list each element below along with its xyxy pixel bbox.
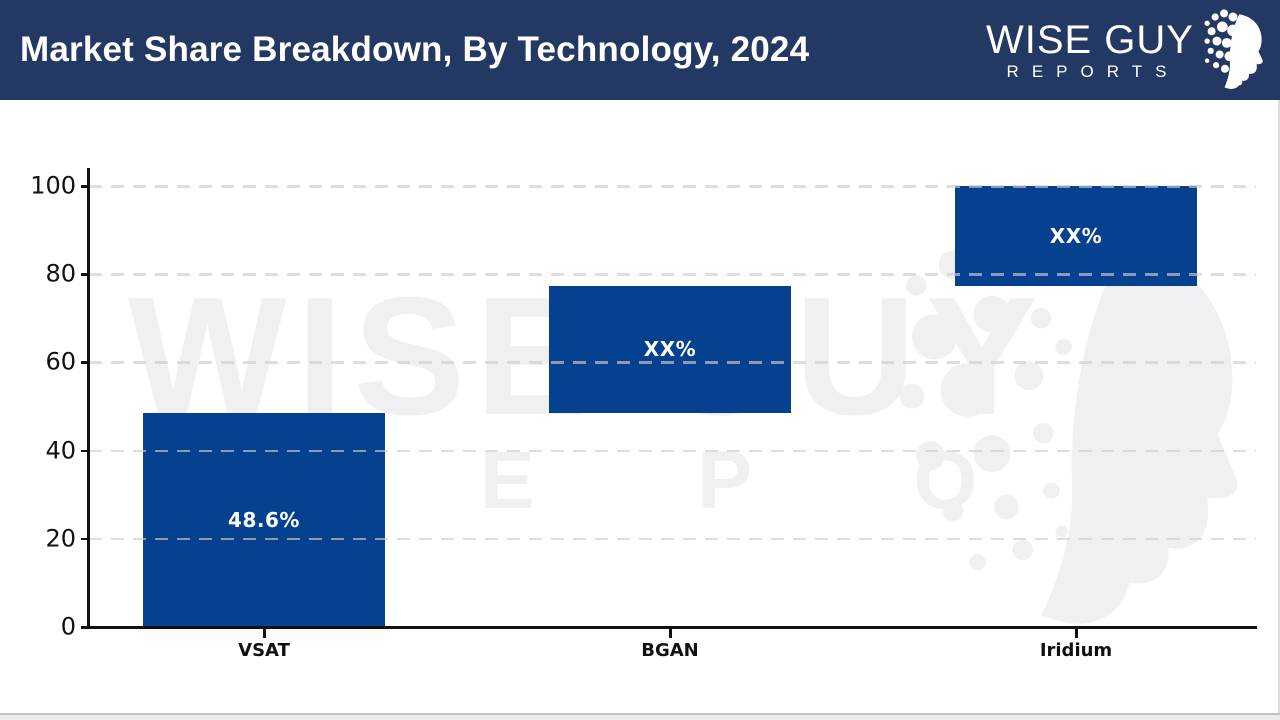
footer-divider — [0, 713, 1280, 715]
y-tick-label: 20 — [45, 524, 76, 553]
y-tick-mark — [81, 537, 89, 541]
y-tick-mark — [81, 361, 89, 364]
gridline-20 — [89, 537, 1256, 541]
y-axis-line — [87, 168, 90, 629]
wiseguy-logo: WISE GUY REPORTS — [986, 0, 1266, 100]
logo-text: WISE GUY REPORTS — [986, 20, 1194, 80]
logo-brand-name: WISE GUY — [985, 18, 1194, 62]
y-tick-label: 100 — [30, 171, 76, 200]
y-tick-mark — [81, 626, 89, 629]
y-tick-label: 40 — [45, 436, 76, 465]
gridline-80 — [89, 273, 1256, 276]
header: Market Share Breakdown, By Technology, 2… — [0, 0, 1280, 100]
y-tick-mark — [81, 273, 89, 276]
bar-value-label: XX% — [643, 337, 697, 362]
x-axis-line — [87, 626, 1257, 629]
gridline-100 — [89, 185, 1256, 188]
dotted-face-profile-icon — [1204, 9, 1263, 89]
gridline-40 — [89, 449, 1256, 453]
bar-value-label: XX% — [1049, 224, 1103, 249]
x-tick-mark — [668, 629, 672, 638]
bar-value-label: 48.6% — [228, 507, 300, 532]
y-tick-label: 80 — [45, 259, 76, 288]
x-tick-mark — [262, 629, 266, 638]
x-tick-mark — [1074, 629, 1078, 638]
logo-reports-label: REPORTS — [1006, 62, 1180, 81]
footer-fill — [0, 715, 1280, 720]
gridline-60 — [89, 361, 1256, 364]
y-tick-mark — [81, 185, 89, 188]
y-tick-label: 60 — [45, 347, 76, 376]
page-footer-strip — [0, 713, 1280, 720]
x-tick-label: VSAT — [238, 640, 290, 661]
y-tick-label: 0 — [60, 612, 76, 641]
x-tick-label: Iridium — [1039, 640, 1113, 661]
y-tick-mark — [81, 449, 89, 453]
x-tick-label: BGAN — [641, 640, 699, 661]
bar-bgan — [549, 286, 791, 413]
page-right-border — [1278, 100, 1280, 713]
page-title: Market Share Breakdown, By Technology, 2… — [20, 30, 810, 69]
bar-vsat — [143, 412, 385, 627]
